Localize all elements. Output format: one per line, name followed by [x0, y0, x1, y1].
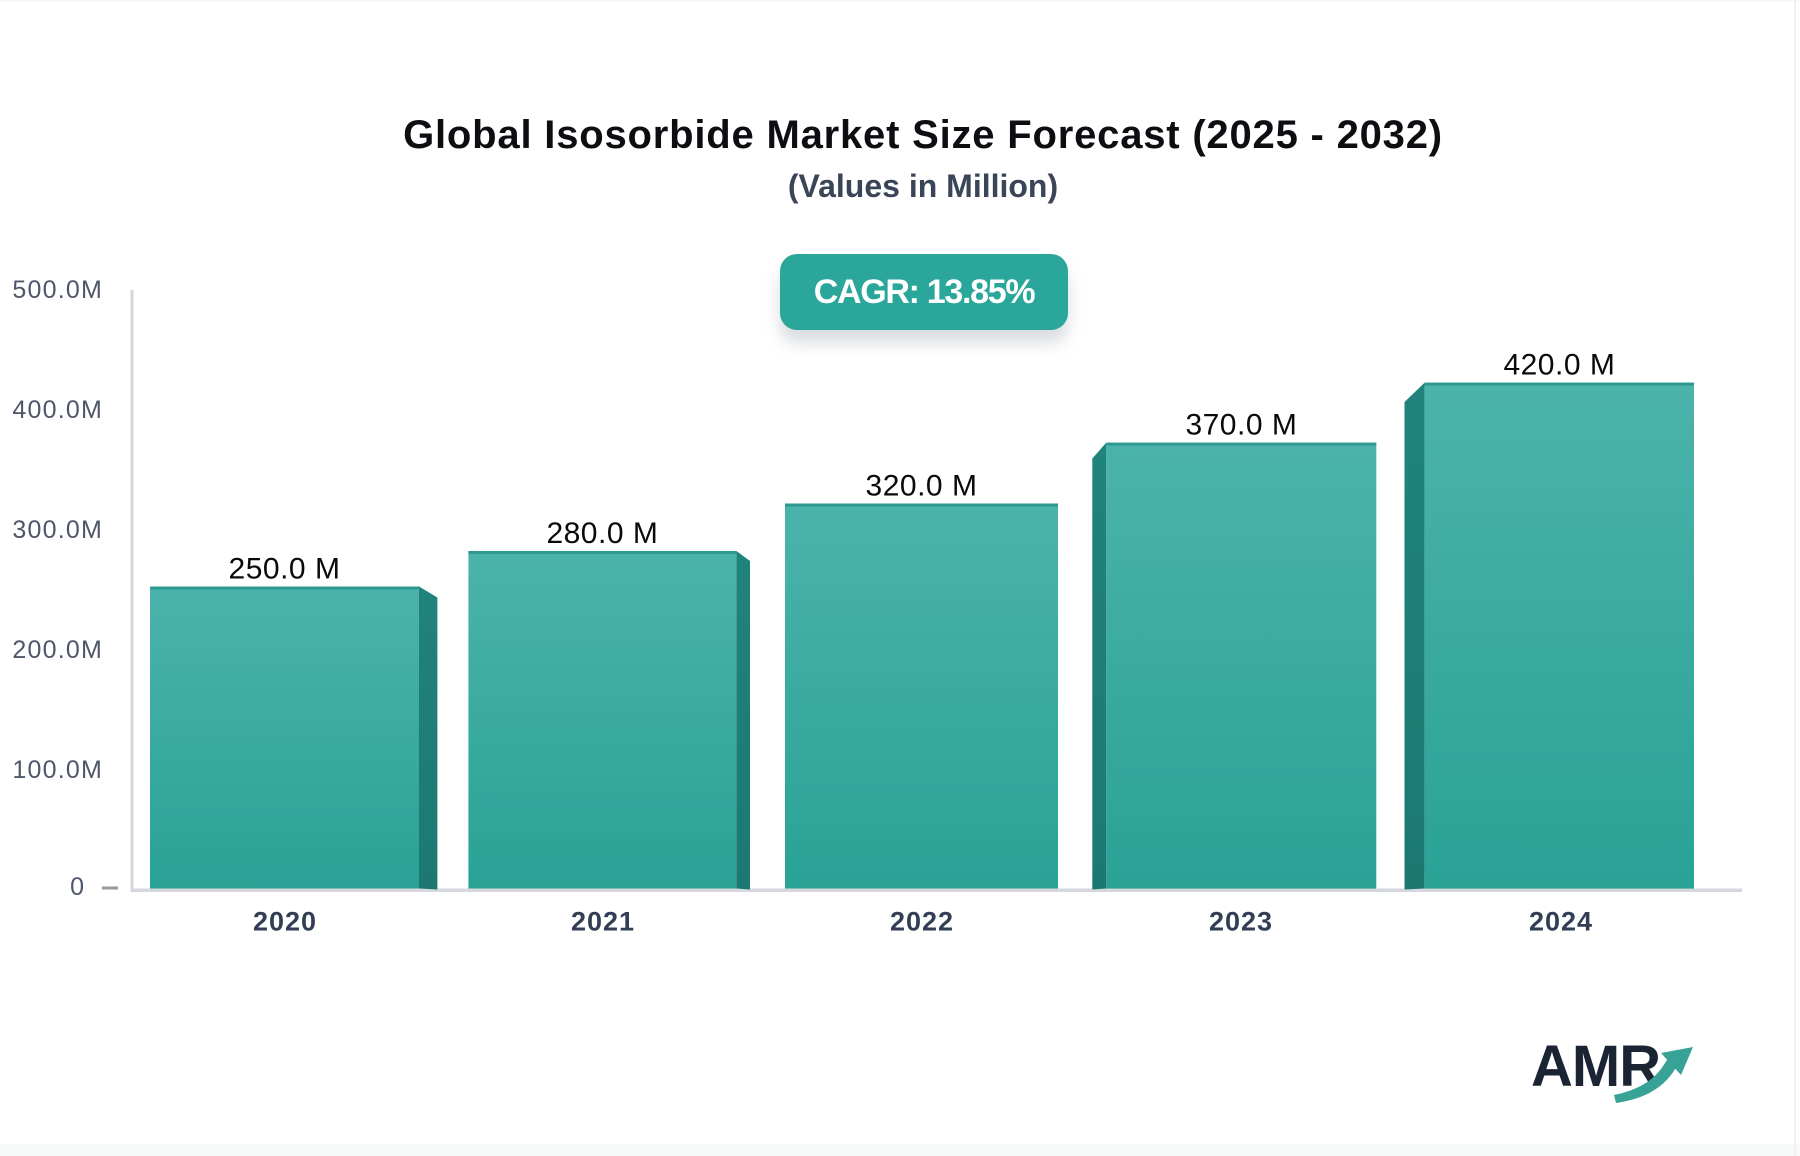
svg-text:2023: 2023	[1209, 907, 1273, 937]
svg-text:2020: 2020	[253, 907, 317, 937]
svg-text:(Values in Million): (Values in Million)	[788, 168, 1058, 204]
svg-text:500.0M: 500.0M	[12, 276, 103, 304]
svg-text:Global Isosorbide Market Size: Global Isosorbide Market Size Forecast (…	[403, 113, 1443, 157]
svg-text:100.0M: 100.0M	[12, 756, 103, 784]
svg-text:320.0 M: 320.0 M	[866, 469, 978, 502]
svg-text:250.0 M: 250.0 M	[229, 552, 341, 585]
svg-text:280.0 M: 280.0 M	[546, 517, 658, 550]
svg-text:370.0 M: 370.0 M	[1185, 408, 1297, 441]
svg-text:0: 0	[70, 873, 84, 901]
svg-text:2022: 2022	[890, 907, 954, 937]
svg-text:2021: 2021	[571, 907, 635, 937]
svg-text:400.0M: 400.0M	[12, 396, 103, 424]
svg-text:200.0M: 200.0M	[12, 636, 103, 664]
svg-text:420.0 M: 420.0 M	[1503, 348, 1615, 381]
svg-text:CAGR: 13.85%: CAGR: 13.85%	[814, 273, 1036, 311]
svg-text:2024: 2024	[1529, 907, 1593, 937]
svg-text:300.0M: 300.0M	[12, 516, 103, 544]
